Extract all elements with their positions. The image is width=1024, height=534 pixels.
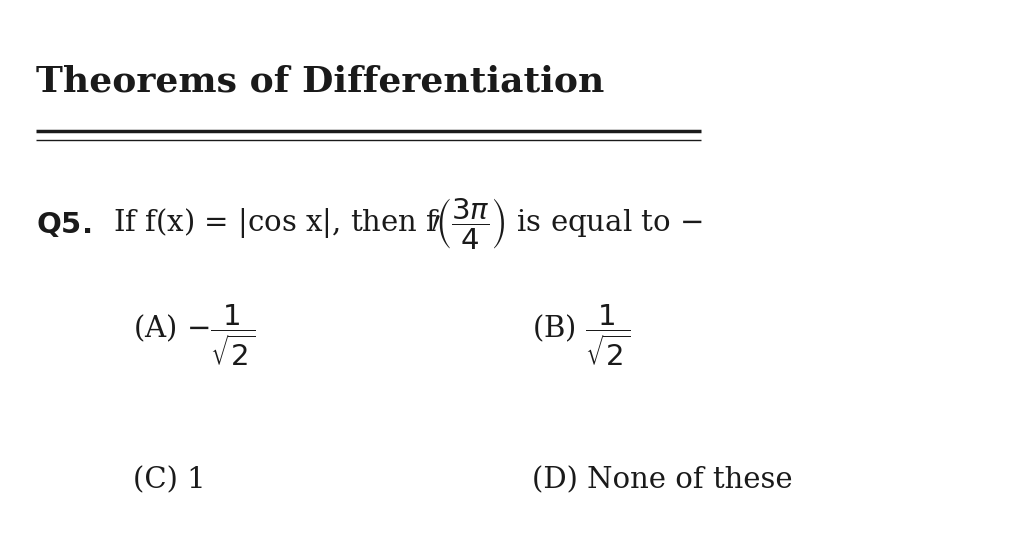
Text: Theorems of Differentiation: Theorems of Differentiation [36,64,604,98]
Text: (A) $-\dfrac{1}{\sqrt{2}}$: (A) $-\dfrac{1}{\sqrt{2}}$ [133,303,255,370]
Text: $\mathbf{Q5.}$: $\mathbf{Q5.}$ [36,210,91,239]
Text: If f(x) = |cos x|, then f$\!\prime\!\left(\dfrac{3\pi}{4}\right)$ is equal to $-: If f(x) = |cos x|, then f$\!\prime\!\lef… [113,197,702,252]
Text: (B) $\dfrac{1}{\sqrt{2}}$: (B) $\dfrac{1}{\sqrt{2}}$ [532,303,631,370]
Text: (C) 1: (C) 1 [133,467,206,494]
Text: (D) None of these: (D) None of these [532,467,794,494]
